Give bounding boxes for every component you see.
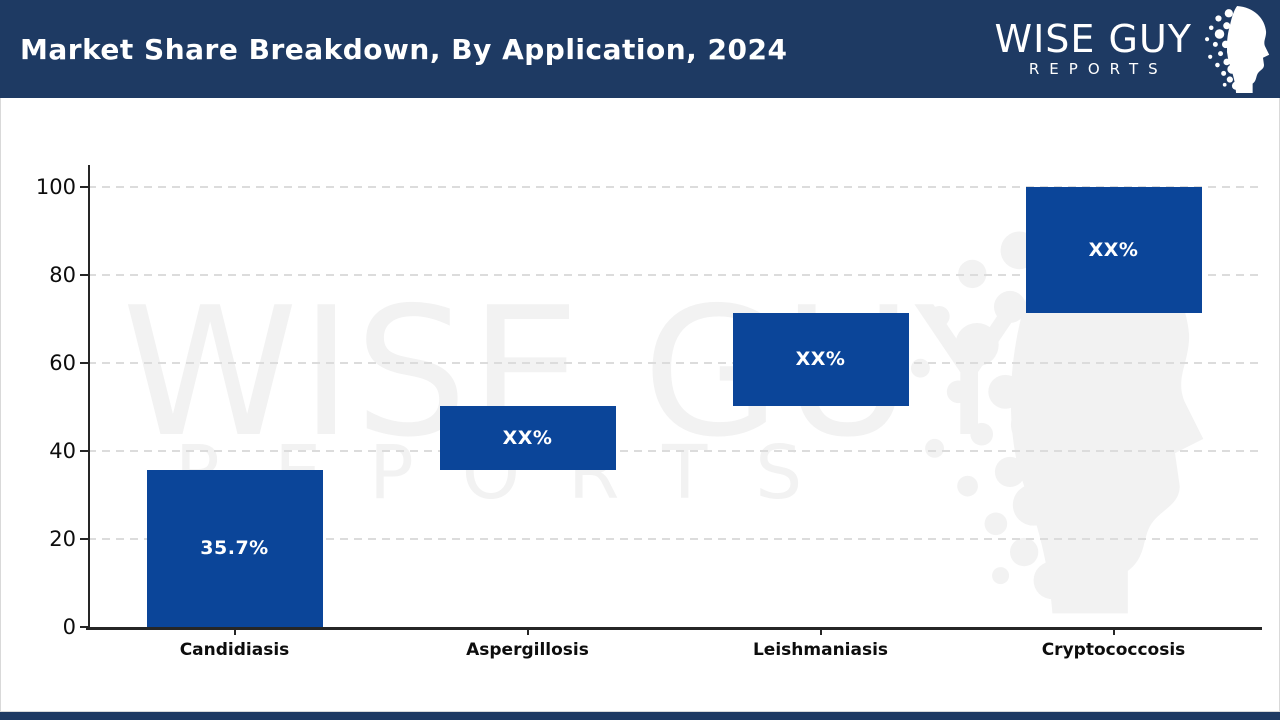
x-axis-line	[86, 627, 1262, 630]
y-tick-label: 60	[49, 351, 76, 375]
y-axis-tick	[80, 538, 88, 540]
x-category-label: Aspergillosis	[466, 640, 589, 660]
y-axis-tick	[80, 274, 88, 276]
y-tick-label: 0	[62, 615, 76, 639]
wiseguy-logo: WISE GUY REPORTS	[995, 0, 1272, 98]
logo-wordmark: WISE GUY REPORTS	[994, 17, 1192, 78]
logo-secondary-text: REPORTS	[1028, 59, 1168, 78]
bar-leishmaniasis: XX%	[732, 312, 909, 406]
grid-line	[88, 362, 1260, 364]
header-banner: Market Share Breakdown, By Application, …	[0, 0, 1280, 98]
bar-candidiasis: 35.7%	[146, 469, 323, 627]
bar-value-label: XX%	[502, 426, 553, 449]
y-tick-label: 40	[49, 439, 76, 463]
x-axis-tick	[233, 627, 236, 635]
x-category-label: Cryptococcosis	[1041, 640, 1186, 660]
y-axis-tick	[80, 362, 88, 364]
grid-line	[88, 186, 1260, 188]
x-category-label: Leishmaniasis	[752, 640, 889, 660]
y-axis-line	[88, 165, 90, 629]
x-axis-tick	[819, 627, 822, 635]
y-axis-tick	[80, 626, 88, 628]
logo-head-icon	[1205, 6, 1270, 93]
grid-line	[88, 538, 1260, 540]
bar-value-label: XX%	[1088, 238, 1139, 261]
bar-cryptococcosis: XX%	[1025, 187, 1202, 313]
x-category-label: Candidiasis	[179, 640, 290, 660]
logo-primary-text: WISE GUY	[994, 17, 1192, 62]
page-title: Market Share Breakdown, By Application, …	[20, 32, 788, 66]
x-axis-tick	[1112, 627, 1115, 635]
y-tick-label: 20	[49, 527, 76, 551]
footer-bar	[0, 712, 1280, 720]
x-axis-tick	[526, 627, 529, 635]
y-tick-label: 100	[35, 175, 76, 199]
y-tick-label: 80	[49, 263, 76, 287]
y-axis-tick	[80, 186, 88, 188]
grid-line	[88, 450, 1260, 452]
bar-value-label: 35.7%	[200, 537, 269, 560]
y-axis-tick	[80, 450, 88, 452]
bar-aspergillosis: XX%	[439, 405, 616, 470]
bar-value-label: XX%	[795, 348, 846, 371]
grid-line	[88, 274, 1260, 276]
